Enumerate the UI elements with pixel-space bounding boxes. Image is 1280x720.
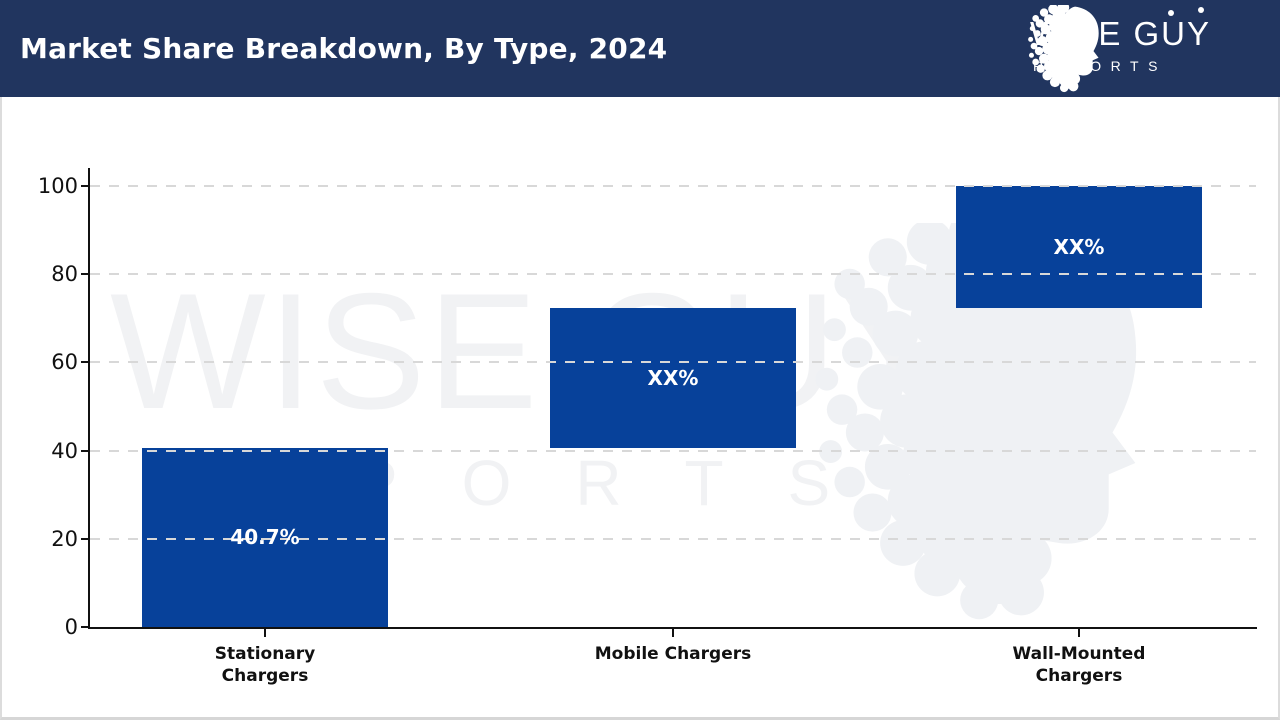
- watermark-text-line1: WISE GUY: [110, 259, 952, 443]
- y-tick-label: 0: [64, 615, 78, 639]
- y-tick-mark: [81, 185, 90, 187]
- watermark-head-icon: [808, 207, 1158, 627]
- y-tick-label: 60: [51, 350, 78, 375]
- bar-value-label: 40.7%: [230, 525, 300, 550]
- y-tick-mark: [81, 626, 90, 628]
- y-tick-mark: [81, 273, 90, 276]
- x-tick-mark: [1078, 629, 1080, 637]
- y-tick-label: 20: [51, 526, 78, 551]
- y-tick-label: 40: [51, 438, 78, 463]
- bar-value-label: XX%: [1053, 235, 1105, 260]
- bar-segment: [550, 308, 796, 448]
- x-category-label: Wall-Mounted Chargers: [1012, 644, 1146, 687]
- bar-segment: [956, 186, 1202, 309]
- bar-segment: [142, 447, 388, 627]
- wiseguy-logo: WISE GUY REPORTS: [1026, 1, 1266, 93]
- x-axis-line: [88, 627, 1257, 629]
- y-tick-mark: [81, 537, 90, 540]
- plot-area: WISE GUY REPORTS 0 20 40 60 80 100 Stationary …: [0, 97, 1280, 720]
- x-category-label: Stationary Chargers: [214, 644, 316, 687]
- x-tick-mark: [672, 629, 674, 637]
- y-tick-mark: [81, 449, 90, 452]
- logo-wordmark: WISE GUY: [1030, 15, 1212, 52]
- logo-subtext: REPORTS: [1033, 58, 1167, 74]
- y-tick-label: 100: [37, 174, 78, 198]
- y-tick-label: 80: [51, 262, 78, 287]
- y-gridline: [90, 273, 1256, 276]
- logo-letter-dot: [1168, 10, 1174, 16]
- logo-letter-dot: [1198, 7, 1204, 13]
- chart-title: Market Share Breakdown, By Type, 2024: [20, 32, 668, 65]
- x-tick-mark: [264, 629, 266, 637]
- y-axis-line: [88, 168, 90, 629]
- x-category-label: Mobile Chargers: [594, 644, 752, 664]
- bar-value-label: XX%: [647, 365, 699, 390]
- y-gridline: [90, 361, 1256, 364]
- y-gridline: [90, 185, 1256, 187]
- logo-head-icon: [1026, 1, 1104, 97]
- header-bar: Market Share Breakdown, By Type, 2024 WI…: [0, 0, 1280, 97]
- y-tick-mark: [81, 361, 90, 364]
- y-gridline: [90, 449, 1256, 452]
- y-gridline: [90, 537, 1256, 540]
